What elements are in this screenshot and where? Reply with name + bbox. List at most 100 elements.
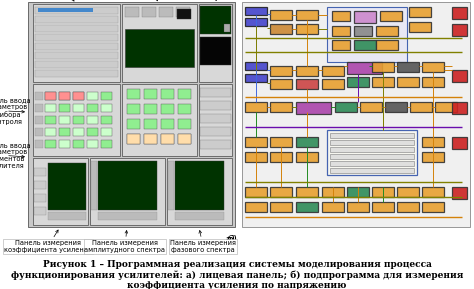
- Text: Панель подготовки
измерений: Панель подготовки измерений: [24, 0, 92, 1]
- Bar: [144, 89, 157, 99]
- Bar: [98, 212, 157, 220]
- Bar: [296, 79, 318, 89]
- Bar: [372, 202, 394, 212]
- Bar: [199, 4, 232, 82]
- Text: Панель измерения
амплитудного спектра: Панель измерения амплитудного спектра: [84, 231, 165, 253]
- Bar: [452, 187, 467, 199]
- Bar: [422, 152, 444, 162]
- Bar: [372, 187, 394, 197]
- Bar: [200, 127, 231, 136]
- Bar: [73, 92, 84, 100]
- Bar: [35, 128, 43, 136]
- Bar: [161, 89, 174, 99]
- Bar: [422, 62, 444, 72]
- Bar: [122, 84, 197, 156]
- Bar: [178, 134, 191, 144]
- Bar: [270, 24, 292, 34]
- Bar: [161, 134, 174, 144]
- Bar: [125, 7, 139, 17]
- Bar: [347, 62, 382, 74]
- Bar: [127, 104, 140, 114]
- Bar: [422, 137, 444, 147]
- Bar: [127, 134, 140, 144]
- Bar: [178, 134, 191, 144]
- Bar: [322, 79, 344, 89]
- Text: Панель измерения
фазового спектра: Панель измерения фазового спектра: [170, 231, 236, 253]
- Bar: [161, 134, 174, 144]
- Bar: [176, 7, 190, 17]
- Bar: [376, 40, 398, 50]
- Bar: [270, 137, 292, 147]
- Bar: [354, 40, 376, 50]
- Bar: [87, 104, 98, 112]
- Bar: [245, 18, 267, 26]
- Bar: [59, 92, 70, 100]
- Bar: [452, 137, 467, 149]
- Bar: [144, 134, 157, 144]
- Bar: [245, 137, 267, 147]
- Bar: [422, 187, 444, 197]
- Bar: [330, 133, 414, 138]
- Bar: [330, 168, 414, 173]
- Text: Рисунок 1 – Программная реализация системы моделирования процесса
функционирован: Рисунок 1 – Программная реализация систе…: [11, 260, 463, 289]
- Bar: [59, 116, 70, 124]
- Bar: [296, 187, 318, 197]
- Bar: [296, 102, 331, 114]
- Bar: [35, 25, 118, 32]
- Bar: [73, 92, 84, 100]
- Bar: [452, 70, 467, 82]
- Bar: [245, 152, 267, 162]
- Bar: [332, 11, 350, 21]
- Bar: [200, 140, 231, 149]
- Bar: [87, 116, 98, 124]
- Bar: [48, 212, 86, 220]
- Bar: [270, 187, 292, 197]
- Bar: [200, 6, 231, 34]
- Bar: [245, 202, 267, 212]
- Bar: [73, 140, 84, 148]
- Bar: [73, 116, 84, 124]
- Bar: [270, 10, 292, 20]
- Bar: [452, 24, 467, 36]
- Bar: [422, 202, 444, 212]
- Bar: [144, 104, 157, 114]
- Bar: [161, 119, 174, 129]
- Bar: [34, 181, 46, 189]
- Bar: [142, 7, 156, 17]
- Bar: [35, 52, 118, 59]
- Bar: [330, 154, 414, 159]
- Bar: [452, 7, 467, 19]
- Bar: [178, 119, 191, 129]
- Bar: [175, 212, 224, 220]
- Bar: [245, 187, 267, 197]
- Bar: [35, 61, 118, 68]
- Bar: [224, 24, 230, 32]
- Bar: [59, 92, 70, 100]
- Bar: [125, 29, 194, 67]
- Bar: [59, 104, 70, 112]
- Bar: [354, 11, 376, 23]
- Bar: [435, 102, 457, 112]
- Bar: [98, 161, 157, 210]
- Bar: [380, 11, 402, 21]
- Bar: [28, 2, 235, 227]
- Bar: [347, 77, 369, 87]
- Bar: [45, 140, 56, 148]
- Bar: [245, 74, 267, 82]
- Bar: [35, 7, 118, 14]
- Bar: [322, 202, 344, 212]
- Bar: [101, 140, 112, 148]
- Bar: [45, 92, 56, 100]
- Bar: [397, 62, 419, 72]
- Bar: [34, 168, 46, 176]
- Bar: [296, 202, 318, 212]
- Bar: [347, 187, 369, 197]
- Bar: [397, 187, 419, 197]
- Bar: [335, 102, 357, 112]
- Bar: [422, 77, 444, 87]
- Bar: [35, 70, 118, 77]
- Text: Панель анализа и просмотра
результатов измерений: Панель анализа и просмотра результатов и…: [172, 0, 274, 1]
- Bar: [45, 116, 56, 124]
- Bar: [332, 26, 350, 36]
- Bar: [101, 92, 112, 100]
